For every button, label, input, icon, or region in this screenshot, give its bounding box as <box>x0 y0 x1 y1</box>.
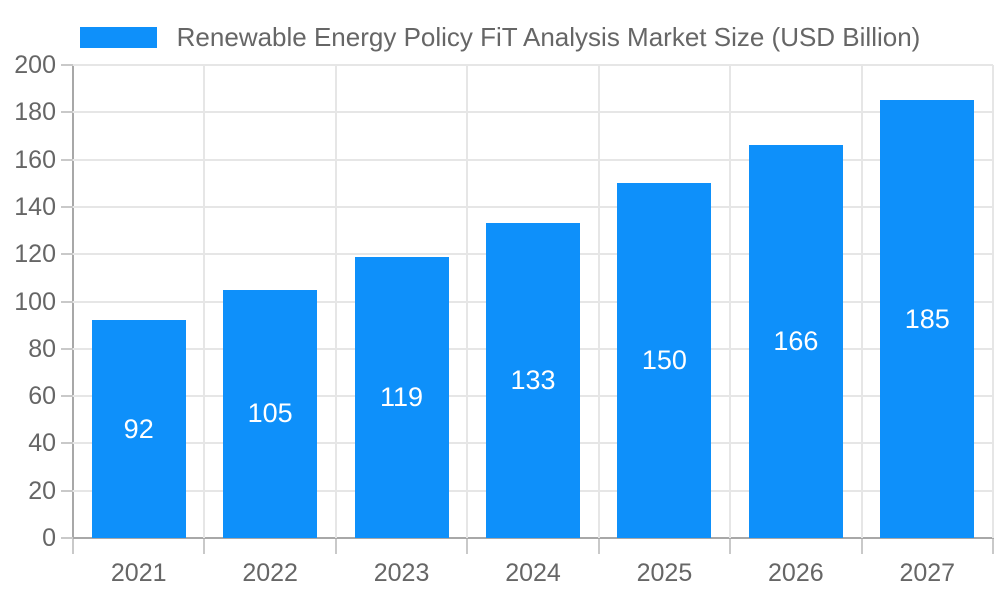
legend-label: Renewable Energy Policy FiT Analysis Mar… <box>176 22 921 52</box>
bar[interactable]: 150 <box>617 183 712 538</box>
y-tick-label: 60 <box>28 382 56 411</box>
y-axis-tick <box>61 300 73 303</box>
y-tick-label: 140 <box>14 192 56 221</box>
x-tick-label: 2021 <box>110 559 167 587</box>
gridline-horizontal <box>73 64 993 66</box>
y-axis-tick <box>61 347 73 350</box>
bar-value-label: 150 <box>641 345 687 376</box>
x-axis-tick <box>466 539 469 554</box>
bar-value-label: 133 <box>510 365 556 396</box>
gridline-vertical <box>597 65 600 538</box>
x-tick-label: 2027 <box>899 559 956 587</box>
x-tick-label: 2023 <box>373 559 430 587</box>
y-tick-label: 180 <box>14 98 56 127</box>
y-axis-tick <box>61 205 73 208</box>
gridline-vertical <box>992 65 994 538</box>
y-axis-line <box>72 65 74 540</box>
gridline-vertical <box>334 65 337 538</box>
bar[interactable]: 105 <box>223 289 318 538</box>
y-tick-label: 120 <box>14 240 56 269</box>
bar[interactable]: 185 <box>880 100 975 538</box>
x-axis-tick <box>203 539 206 554</box>
x-axis-line <box>72 537 994 539</box>
gridline-horizontal <box>73 111 993 114</box>
gridline-vertical <box>203 65 206 538</box>
bar[interactable]: 92 <box>91 320 186 538</box>
y-axis-tick <box>61 395 73 398</box>
bar[interactable]: 166 <box>748 145 843 538</box>
bar-value-label: 119 <box>380 381 424 412</box>
y-tick-label: 80 <box>28 334 56 363</box>
legend-item[interactable]: Renewable Energy Policy FiT Analysis Mar… <box>0 22 1000 52</box>
legend-swatch <box>79 26 157 48</box>
y-axis-tick <box>61 64 73 66</box>
bar[interactable]: 133 <box>486 223 580 538</box>
x-axis-tick <box>334 539 337 554</box>
bar-value-label: 105 <box>247 398 293 429</box>
y-axis-tick <box>61 442 73 445</box>
x-tick-label: 2024 <box>505 559 561 587</box>
bar-value-label: 92 <box>123 413 154 444</box>
y-axis-tick <box>61 489 73 492</box>
x-axis-tick <box>860 539 863 554</box>
y-tick-label: 200 <box>14 51 56 79</box>
gridline-vertical <box>466 65 469 538</box>
x-axis-tick <box>597 539 600 554</box>
y-tick-label: 0 <box>42 524 56 552</box>
gridline-vertical <box>729 65 732 538</box>
y-tick-label: 20 <box>28 476 56 505</box>
gridline-vertical <box>860 65 863 538</box>
bar-value-label: 185 <box>904 303 950 334</box>
x-tick-label: 2022 <box>242 559 298 587</box>
y-axis-tick <box>61 111 73 114</box>
gridline-horizontal <box>73 205 993 208</box>
y-axis-tick <box>61 537 73 539</box>
plot-area: 92 105 119 133 150 166 185 <box>73 64 994 538</box>
bar-value-label: 166 <box>773 326 819 357</box>
x-axis-tick <box>729 539 732 554</box>
x-tick-label: 2025 <box>636 559 693 587</box>
y-tick-label: 100 <box>14 287 56 316</box>
x-axis-tick <box>992 539 994 554</box>
gridline-horizontal <box>73 158 993 161</box>
x-tick-label: 2026 <box>768 559 824 587</box>
bar[interactable]: 119 <box>354 256 449 538</box>
y-tick-label: 40 <box>28 429 56 458</box>
y-axis-tick <box>61 253 73 256</box>
y-axis-tick <box>61 158 73 161</box>
x-axis-tick <box>72 539 74 554</box>
y-tick-label: 160 <box>14 145 56 174</box>
